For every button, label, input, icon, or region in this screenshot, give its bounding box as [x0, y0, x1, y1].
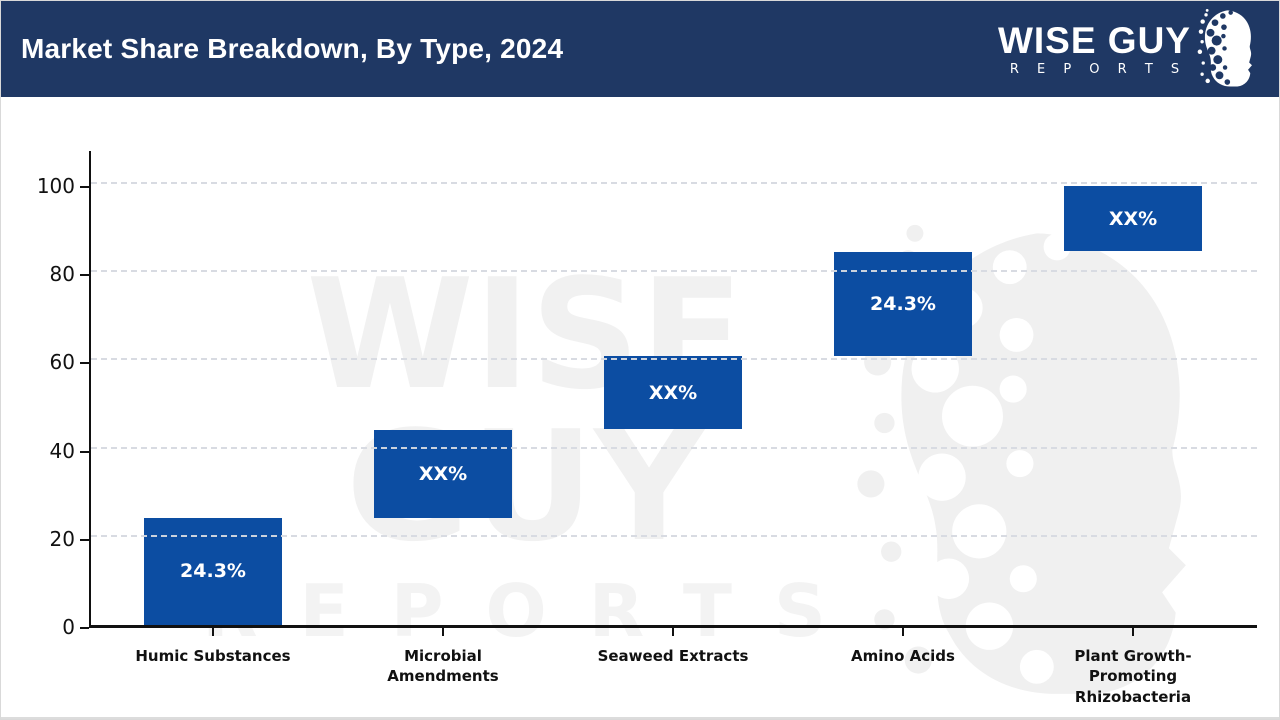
brand-logo: WISE GUY R E P O R T S: [998, 6, 1265, 92]
bar-value-label: XX%: [648, 381, 698, 404]
chart-plot-area: 0 20 40 60 80 100 24.3% Humic Substances XX% Micr…: [37, 151, 1257, 706]
brand-logo-text: WISE GUY R E P O R T S: [998, 22, 1191, 76]
y-gridline: [91, 534, 1257, 537]
bar: 24.3%: [834, 251, 972, 357]
y-tick-label: 40: [49, 438, 75, 463]
bar-value-label: XX%: [1108, 207, 1158, 230]
y-tick-label: 20: [49, 526, 75, 551]
y-gridline: [91, 270, 1257, 273]
brand-subtitle: R E P O R T S: [1009, 62, 1187, 77]
x-tick-mark: [1132, 628, 1134, 636]
y-tick-mark: [80, 627, 89, 629]
bar-value-label: 24.3%: [180, 560, 246, 583]
x-tick-mark: [902, 628, 904, 636]
y-tick-label: 80: [49, 262, 75, 287]
brand-name: WISE GUY: [997, 20, 1191, 61]
x-tick-mark: [672, 628, 674, 636]
y-tick-mark: [80, 274, 89, 277]
y-tick-mark: [80, 362, 89, 365]
y-tick-mark: [80, 186, 89, 188]
y-gridline: [91, 358, 1257, 361]
header-bar: Market Share Breakdown, By Type, 2024 WI…: [1, 1, 1279, 97]
y-gridline: [91, 182, 1257, 184]
dotted-head-icon: [1197, 8, 1252, 87]
bar: XX%: [604, 356, 742, 429]
y-tick-mark: [80, 538, 89, 541]
x-axis-label: Plant Growth- Promoting Rhizobacteria: [1074, 647, 1192, 706]
x-axis-label: Seaweed Extracts: [597, 647, 749, 665]
x-axis-label: Microbial Amendments: [387, 647, 499, 686]
page-title: Market Share Breakdown, By Type, 2024: [21, 33, 564, 64]
bar: XX%: [1064, 186, 1202, 252]
y-tick-mark: [80, 450, 89, 453]
x-axis-label: Humic Substances: [135, 647, 291, 665]
bar-value-label: XX%: [418, 462, 468, 485]
bar-value-label: 24.3%: [870, 293, 936, 316]
x-tick-mark: [442, 628, 444, 636]
y-tick-label: 0: [62, 615, 75, 639]
y-tick-label: 60: [49, 350, 75, 375]
x-tick-mark: [212, 628, 214, 636]
x-axis-label: Amino Acids: [851, 647, 955, 665]
bottom-divider: [1, 717, 1279, 719]
y-tick-label: 100: [36, 174, 75, 198]
y-gridline: [91, 446, 1257, 449]
bar: XX%: [374, 429, 512, 519]
